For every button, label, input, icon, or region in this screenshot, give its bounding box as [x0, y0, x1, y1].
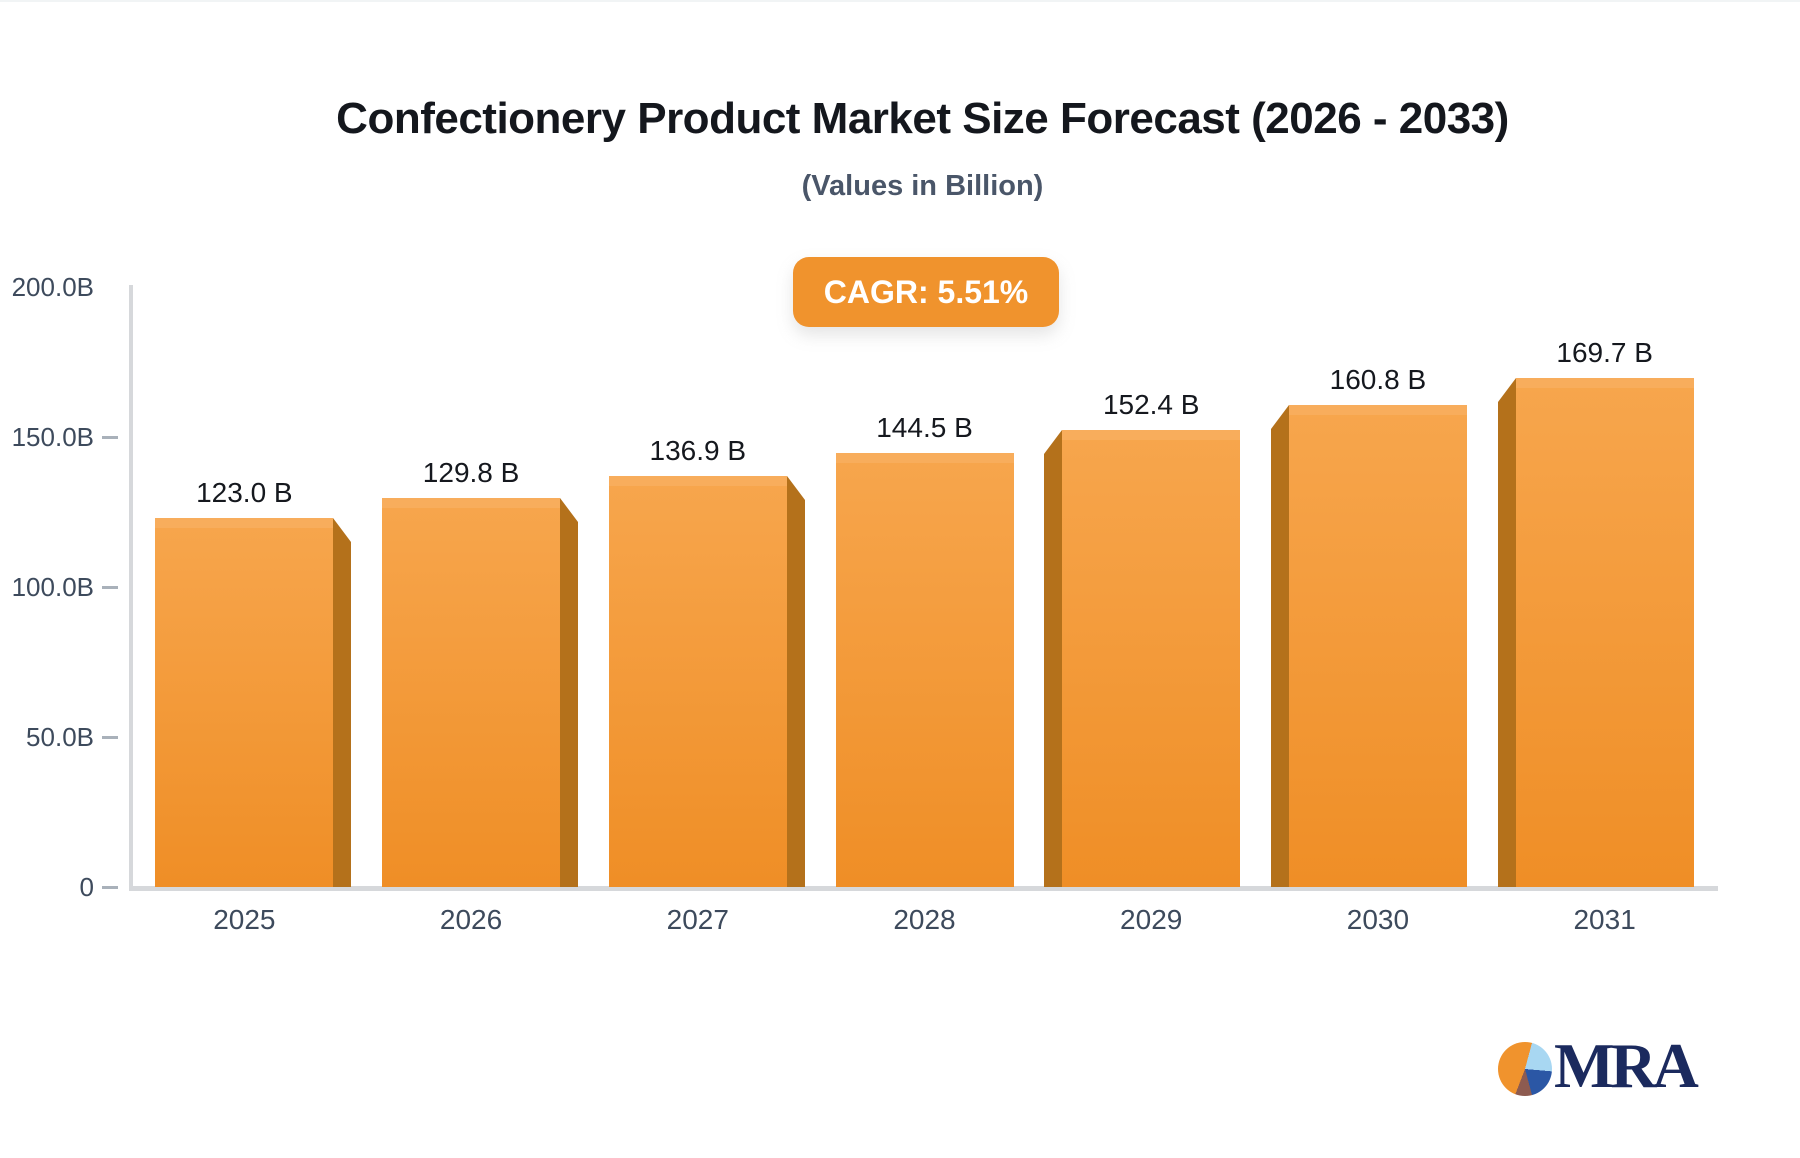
bar-2030 — [1270, 405, 1467, 887]
mra-pie-chart-icon — [1498, 1042, 1552, 1096]
y-axis-tick-label: 50.0B — [26, 722, 94, 752]
y-axis-tick-mark — [102, 736, 118, 739]
bar-2031 — [1497, 378, 1694, 887]
chart-title: Confectionery Product Market Size Foreca… — [336, 94, 1509, 143]
bar-value-label: 123.0 B — [196, 477, 293, 508]
x-axis-tick-label: 2026 — [439, 904, 503, 935]
bar-2028 — [835, 453, 1014, 887]
bar-value-label: 152.4 B — [1102, 389, 1200, 420]
bar-2029 — [1044, 430, 1241, 887]
mra-logo-text: MRA — [1554, 1030, 1699, 1101]
y-axis-tick-label: 200.0B — [11, 272, 94, 302]
bar-value-label: 129.8 B — [422, 457, 520, 488]
bar-value-label: 136.9 B — [649, 435, 747, 466]
x-axis-tick-label: 2031 — [1573, 904, 1636, 935]
bar-2025 — [155, 518, 352, 887]
bar-value-label: 169.7 B — [1556, 337, 1653, 368]
y-axis-line — [129, 285, 133, 887]
x-axis-tick-label: 2025 — [213, 904, 276, 935]
x-axis-tick-label: 2028 — [893, 904, 956, 935]
bar-2026 — [382, 498, 579, 887]
y-axis-tick-label: 150.0B — [11, 422, 94, 452]
mra-logo: MRA — [1498, 1030, 1699, 1101]
x-axis-tick-label: 2030 — [1346, 904, 1410, 935]
cagr-badge-label: CAGR: 5.51% — [823, 273, 1029, 310]
x-axis-tick-label: 2029 — [1120, 904, 1183, 935]
y-axis-tick-mark — [102, 436, 118, 439]
y-axis-tick-mark — [102, 886, 118, 889]
bar-value-label: 144.5 B — [876, 412, 973, 443]
cagr-badge: CAGR: 5.51% — [793, 257, 1059, 327]
x-axis-line — [129, 886, 1718, 891]
x-axis-tick-label: 2027 — [666, 904, 729, 935]
bar-2027 — [608, 476, 805, 887]
y-axis-tick-label: 0 — [79, 872, 94, 902]
chart-subtitle: (Values in Billion) — [801, 170, 1044, 202]
y-axis-tick-label: 100.0B — [11, 572, 94, 602]
y-axis-tick-mark — [102, 586, 118, 589]
bar-value-label: 160.8 B — [1329, 364, 1427, 395]
